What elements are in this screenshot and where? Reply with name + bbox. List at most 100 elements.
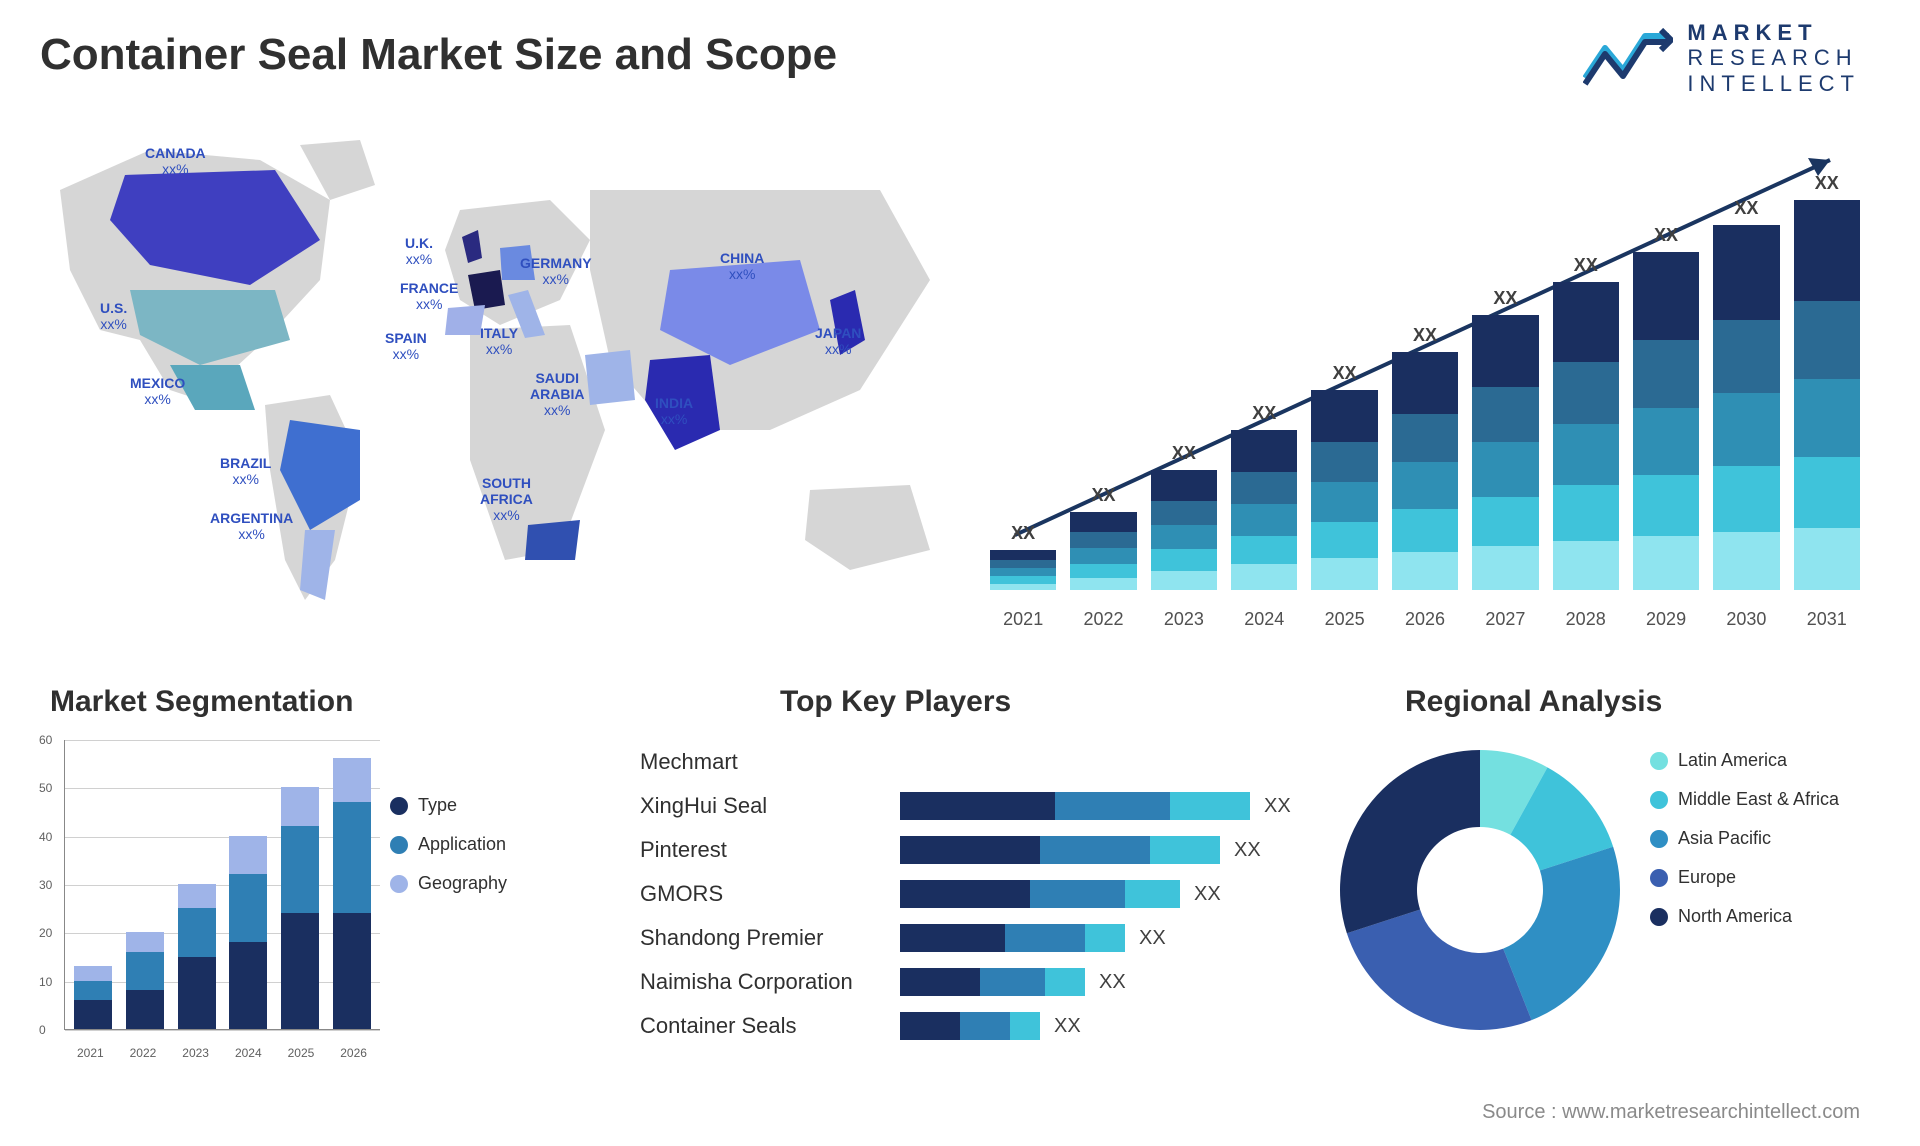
key-player-bar <box>900 792 1250 820</box>
legend-swatch-icon <box>1650 791 1668 809</box>
legend-swatch-icon <box>390 797 408 815</box>
growth-bar: XX <box>1553 255 1619 590</box>
key-player-value: XX <box>1139 927 1166 950</box>
seg-bar <box>333 758 371 1029</box>
map-country-label: U.K.xx% <box>405 235 433 267</box>
growth-bar-value: XX <box>1172 443 1196 464</box>
legend-swatch-icon <box>1650 869 1668 887</box>
seg-bar <box>126 932 164 1029</box>
legend-swatch-icon <box>390 836 408 854</box>
legend-label: North America <box>1678 906 1792 927</box>
map-country-shape <box>300 530 335 600</box>
growth-bar: XX <box>1070 485 1136 590</box>
map-country-label: U.S.xx% <box>100 300 127 332</box>
key-player-name: Shandong Premier <box>640 925 900 951</box>
legend-item: North America <box>1650 906 1880 927</box>
growth-bar-value: XX <box>1252 403 1276 424</box>
growth-year-label: 2022 <box>1070 609 1136 630</box>
segmentation-chart: 0102030405060 202120222023202420252026 T… <box>30 740 550 1060</box>
seg-bar <box>178 884 216 1029</box>
donut-slice <box>1347 909 1532 1030</box>
growth-year-label: 2029 <box>1633 609 1699 630</box>
growth-bar-value: XX <box>1574 255 1598 276</box>
key-player-bar <box>900 880 1180 908</box>
growth-bar: XX <box>990 523 1056 590</box>
growth-bar-value: XX <box>1815 173 1839 194</box>
key-player-bar <box>900 968 1085 996</box>
key-player-name: XingHui Seal <box>640 793 900 819</box>
donut-chart-icon <box>1330 740 1630 1040</box>
key-player-name: Naimisha Corporation <box>640 969 900 995</box>
legend-swatch-icon <box>1650 908 1668 926</box>
key-player-value: XX <box>1054 1015 1081 1038</box>
regional-legend: Latin America Middle East & Africa Asia Pa… <box>1650 750 1880 945</box>
map-country-label: BRAZILxx% <box>220 455 271 487</box>
growth-bar: XX <box>1713 198 1779 590</box>
source-attribution: Source : www.marketresearchintellect.com <box>1482 1101 1860 1124</box>
key-player-name: Mechmart <box>640 749 900 775</box>
key-player-name: GMORS <box>640 881 900 907</box>
key-player-value: XX <box>1264 795 1291 818</box>
legend-item: Middle East & Africa <box>1650 789 1880 810</box>
growth-bar-value: XX <box>1333 363 1357 384</box>
seg-bar <box>281 787 319 1029</box>
growth-bar-value: XX <box>1413 325 1437 346</box>
key-player-row: Mechmart <box>640 740 1300 784</box>
world-map-panel: CANADAxx%U.S.xx%MEXICOxx%BRAZILxx%ARGENT… <box>30 130 950 630</box>
logo-mark-icon <box>1583 28 1673 88</box>
growth-bar: XX <box>1794 173 1860 590</box>
key-player-row: Shandong Premier XX <box>640 916 1300 960</box>
legend-item: Latin America <box>1650 750 1880 771</box>
growth-year-label: 2028 <box>1553 609 1619 630</box>
growth-bar-value: XX <box>1734 198 1758 219</box>
growth-bar: XX <box>1392 325 1458 590</box>
growth-bar-value: XX <box>1092 485 1116 506</box>
growth-year-label: 2030 <box>1713 609 1779 630</box>
legend-label: Europe <box>1678 867 1736 888</box>
key-players-header: Top Key Players <box>780 685 1011 719</box>
key-player-row: XingHui Seal XX <box>640 784 1300 828</box>
key-players-chart: MechmartXingHui SealXXPinterestXXGMORSXX… <box>640 740 1300 1070</box>
key-player-value: XX <box>1099 971 1126 994</box>
brand-logo: MARKET RESEARCH INTELLECT <box>1583 20 1860 96</box>
growth-bar: XX <box>1151 443 1217 590</box>
map-country-label: JAPANxx% <box>815 325 861 357</box>
map-country-label: INDIAxx% <box>655 395 693 427</box>
growth-year-label: 2026 <box>1392 609 1458 630</box>
legend-swatch-icon <box>1650 830 1668 848</box>
legend-item: Geography <box>390 873 550 894</box>
legend-label: Latin America <box>1678 750 1787 771</box>
key-player-row: Naimisha Corporation XX <box>640 960 1300 1004</box>
key-player-row: Container SealsXX <box>640 1004 1300 1048</box>
legend-swatch-icon <box>390 875 408 893</box>
growth-bar-value: XX <box>1654 225 1678 246</box>
regional-header: Regional Analysis <box>1405 685 1662 719</box>
map-country-label: SPAINxx% <box>385 330 427 362</box>
donut-slice <box>1340 750 1480 933</box>
map-country-label: SAUDIARABIAxx% <box>530 370 584 418</box>
map-country-label: SOUTHAFRICAxx% <box>480 475 533 523</box>
seg-xlabel: 2022 <box>124 1046 162 1060</box>
segmentation-header: Market Segmentation <box>50 685 353 719</box>
key-player-bar <box>900 836 1220 864</box>
growth-year-label: 2023 <box>1151 609 1217 630</box>
growth-bar-value: XX <box>1493 288 1517 309</box>
growth-year-label: 2025 <box>1311 609 1377 630</box>
key-player-row: Pinterest XX <box>640 828 1300 872</box>
legend-item: Asia Pacific <box>1650 828 1880 849</box>
map-country-shape <box>525 520 580 560</box>
legend-label: Geography <box>418 873 507 894</box>
legend-label: Middle East & Africa <box>1678 789 1839 810</box>
seg-bar <box>74 966 112 1029</box>
legend-item: Type <box>390 795 550 816</box>
key-player-row: GMORSXX <box>640 872 1300 916</box>
key-player-name: Pinterest <box>640 837 900 863</box>
seg-bar <box>229 836 267 1029</box>
map-country-label: ARGENTINAxx% <box>210 510 293 542</box>
key-player-value: XX <box>1234 839 1261 862</box>
key-player-bar <box>900 1012 1040 1040</box>
map-country-label: CHINAxx% <box>720 250 764 282</box>
growth-bar: XX <box>1231 403 1297 590</box>
legend-swatch-icon <box>1650 752 1668 770</box>
growth-year-label: 2024 <box>1231 609 1297 630</box>
